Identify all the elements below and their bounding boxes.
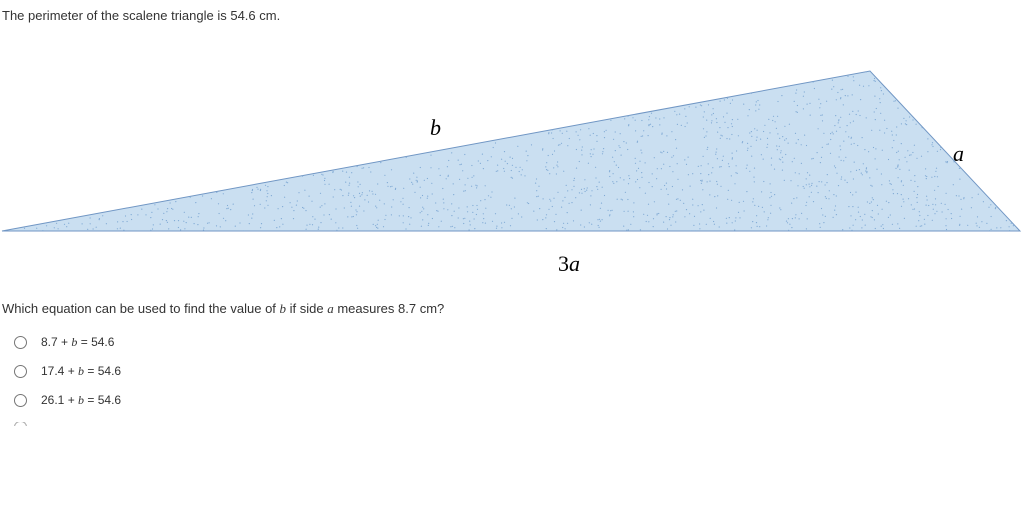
answer-equation: 8.7 + b = 54.6 <box>41 335 114 350</box>
opt-lhs-num: 17.4 <box>41 364 64 378</box>
answer-option[interactable]: 17.4 + b = 54.6 <box>14 364 1024 379</box>
question-prefix: Which equation can be used to find the v… <box>2 301 280 316</box>
side-label-a: a <box>953 141 964 167</box>
opt-lhs-num: 8.7 <box>41 335 58 349</box>
triangle-svg <box>0 51 1024 291</box>
opt-lhs-var: b <box>78 393 84 407</box>
question-mid: if side <box>286 301 327 316</box>
answer-radio-3[interactable] <box>14 394 27 407</box>
opt-lhs-var: b <box>71 335 77 349</box>
answer-option[interactable]: 8.7 + b = 54.6 <box>14 335 1024 350</box>
answer-radio-2[interactable] <box>14 365 27 378</box>
triangle-figure: b a 3a <box>0 51 1024 291</box>
opt-lhs-var: b <box>78 364 84 378</box>
cutoff-radio-icon <box>14 422 27 426</box>
opt-rhs: 54.6 <box>91 335 114 349</box>
opt-lhs-num: 26.1 <box>41 393 64 407</box>
answer-equation: 17.4 + b = 54.6 <box>41 364 121 379</box>
side-label-b: b <box>430 115 441 141</box>
opt-rhs: 54.6 <box>98 364 121 378</box>
problem-statement: The perimeter of the scalene triangle is… <box>0 0 1024 23</box>
answer-radio-1[interactable] <box>14 336 27 349</box>
side-label-3a: 3a <box>558 251 580 277</box>
question-text: Which equation can be used to find the v… <box>0 301 1024 317</box>
answer-options: 8.7 + b = 54.6 17.4 + b = 54.6 26.1 + b … <box>0 335 1024 408</box>
opt-rhs: 54.6 <box>98 393 121 407</box>
question-suffix: measures 8.7 cm? <box>334 301 445 316</box>
answer-equation: 26.1 + b = 54.6 <box>41 393 121 408</box>
cutoff-option <box>0 422 1024 426</box>
answer-option[interactable]: 26.1 + b = 54.6 <box>14 393 1024 408</box>
